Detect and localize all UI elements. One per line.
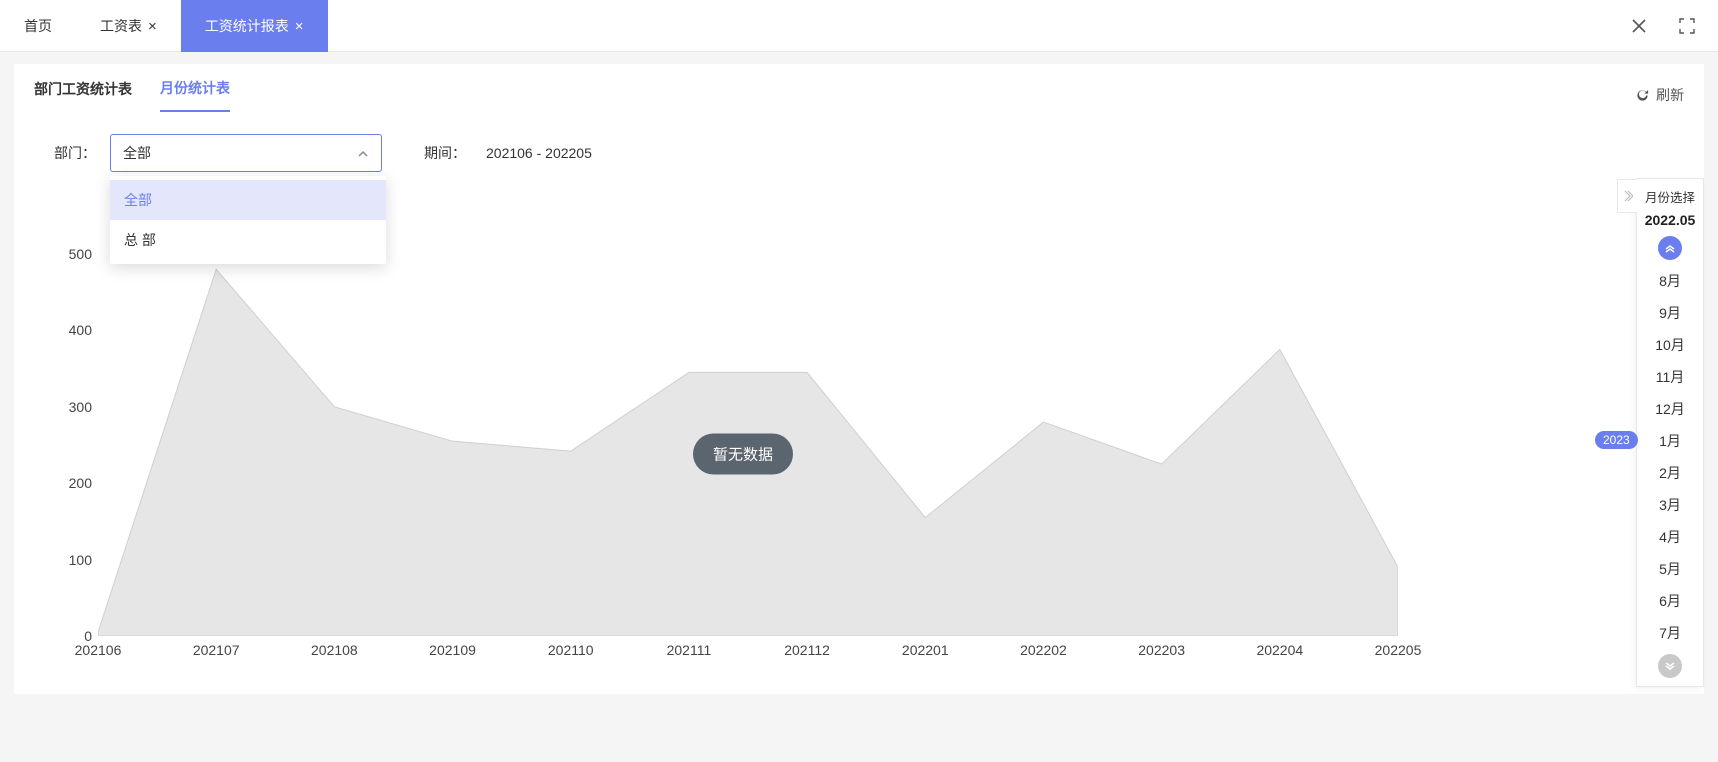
y-tick-label: 200 [42,475,92,491]
x-tick-label: 202205 [1375,642,1422,658]
y-tick-label: 400 [42,322,92,338]
chevron-up-icon [357,145,369,161]
refresh-label: 刷新 [1656,85,1684,105]
x-tick-label: 202202 [1020,642,1067,658]
month-item[interactable]: 2月 [1637,460,1703,486]
x-tick-label: 202110 [548,642,594,658]
month-item[interactable]: 10月 [1637,332,1703,358]
chevron-down-double-icon [1664,660,1676,672]
panel-collapse-button[interactable] [1617,179,1637,213]
x-tick-label: 202107 [193,642,240,658]
month-item[interactable]: 11月 [1637,364,1703,390]
month-scroll-down[interactable] [1658,654,1682,678]
close-window-icon[interactable] [1622,9,1656,43]
x-tick-label: 202109 [429,642,476,658]
x-tick-label: 202111 [667,642,712,658]
month-picker-panel: 月份选择 2022.05 8月 9月 10月 11月 12月 1月2023 2月 3月 4月 5月… [1636,178,1704,687]
dept-dropdown: 全部 总 部 [110,176,386,264]
period-value: 202106 - 202205 [486,145,592,161]
month-item[interactable]: 6月 [1637,588,1703,614]
month-item[interactable]: 8月 [1637,268,1703,294]
x-tick-label: 202204 [1256,642,1303,658]
sub-tab-dept-stats[interactable]: 部门工资统计表 [34,79,132,111]
content-card: 部门工资统计表 月份统计表 刷新 部门： 全部 全部 总 部 [14,64,1704,694]
month-item[interactable]: 4月 [1637,524,1703,550]
dropdown-option-label: 全部 [124,192,152,208]
month-scroll-up[interactable] [1658,236,1682,260]
x-tick-label: 202108 [311,642,358,658]
sub-tab-month-stats[interactable]: 月份统计表 [160,78,230,112]
y-tick-label: 300 [42,399,92,415]
sub-tab-label: 月份统计表 [160,80,230,96]
x-tick-label: 202203 [1138,642,1185,658]
month-item[interactable]: 5月 [1637,556,1703,582]
dept-select-wrap: 全部 全部 总 部 [110,134,382,172]
main-tab-label: 工资表 [100,16,142,36]
topbar-right [1622,0,1718,51]
dept-filter-label: 部门： [54,143,96,163]
main-tabs: 首页 工资表 × 工资统计报表 × [0,0,328,51]
month-item[interactable]: 3月 [1637,492,1703,518]
main-tab-home[interactable]: 首页 [0,0,76,52]
main-tab-label: 首页 [24,16,52,36]
main-tab-label: 工资统计报表 [205,16,289,36]
sub-tab-label: 部门工资统计表 [34,81,132,97]
month-panel-current: 2022.05 [1645,212,1696,232]
refresh-icon [1635,88,1650,103]
dept-select-value: 全部 [123,143,151,163]
main-tab-stats-report[interactable]: 工资统计报表 × [181,0,328,52]
chevron-right-icon [1623,190,1633,202]
x-tick-label: 202201 [902,642,949,658]
no-data-badge: 暂无数据 [693,434,793,475]
close-icon[interactable]: × [148,18,157,35]
month-panel-title: 月份选择 [1645,185,1695,208]
period-label: 期间： [424,143,466,163]
chevron-up-double-icon [1664,242,1676,254]
sub-tabs: 部门工资统计表 月份统计表 刷新 [14,64,1704,112]
dropdown-option-all[interactable]: 全部 [110,180,386,220]
dept-select[interactable]: 全部 [110,134,382,172]
dropdown-option-hq[interactable]: 总 部 [110,220,386,260]
refresh-button[interactable]: 刷新 [1635,85,1684,105]
filter-row: 部门： 全部 全部 总 部 期间： 202106 - 202205 [14,112,1704,178]
month-item[interactable]: 7月 [1637,620,1703,646]
y-tick-label: 100 [42,552,92,568]
year-badge: 2023 [1595,431,1638,449]
month-list: 8月 9月 10月 11月 12月 1月2023 2月 3月 4月 5月 6月 7月 [1637,264,1703,650]
top-tab-bar: 首页 工资表 × 工资统计报表 × [0,0,1718,52]
y-tick-label: 500 [42,246,92,262]
x-tick-label: 202112 [784,642,830,658]
month-item[interactable]: 9月 [1637,300,1703,326]
close-icon[interactable]: × [295,18,304,35]
chart: 暂无数据 01002003004005002021062021072021082… [68,234,1418,674]
fullscreen-icon[interactable] [1670,9,1704,43]
month-item[interactable]: 12月 [1637,396,1703,422]
month-item[interactable]: 1月2023 [1637,428,1703,454]
dropdown-option-label: 总 部 [124,232,156,248]
main-tab-salary[interactable]: 工资表 × [76,0,181,52]
x-tick-label: 202106 [75,642,122,658]
